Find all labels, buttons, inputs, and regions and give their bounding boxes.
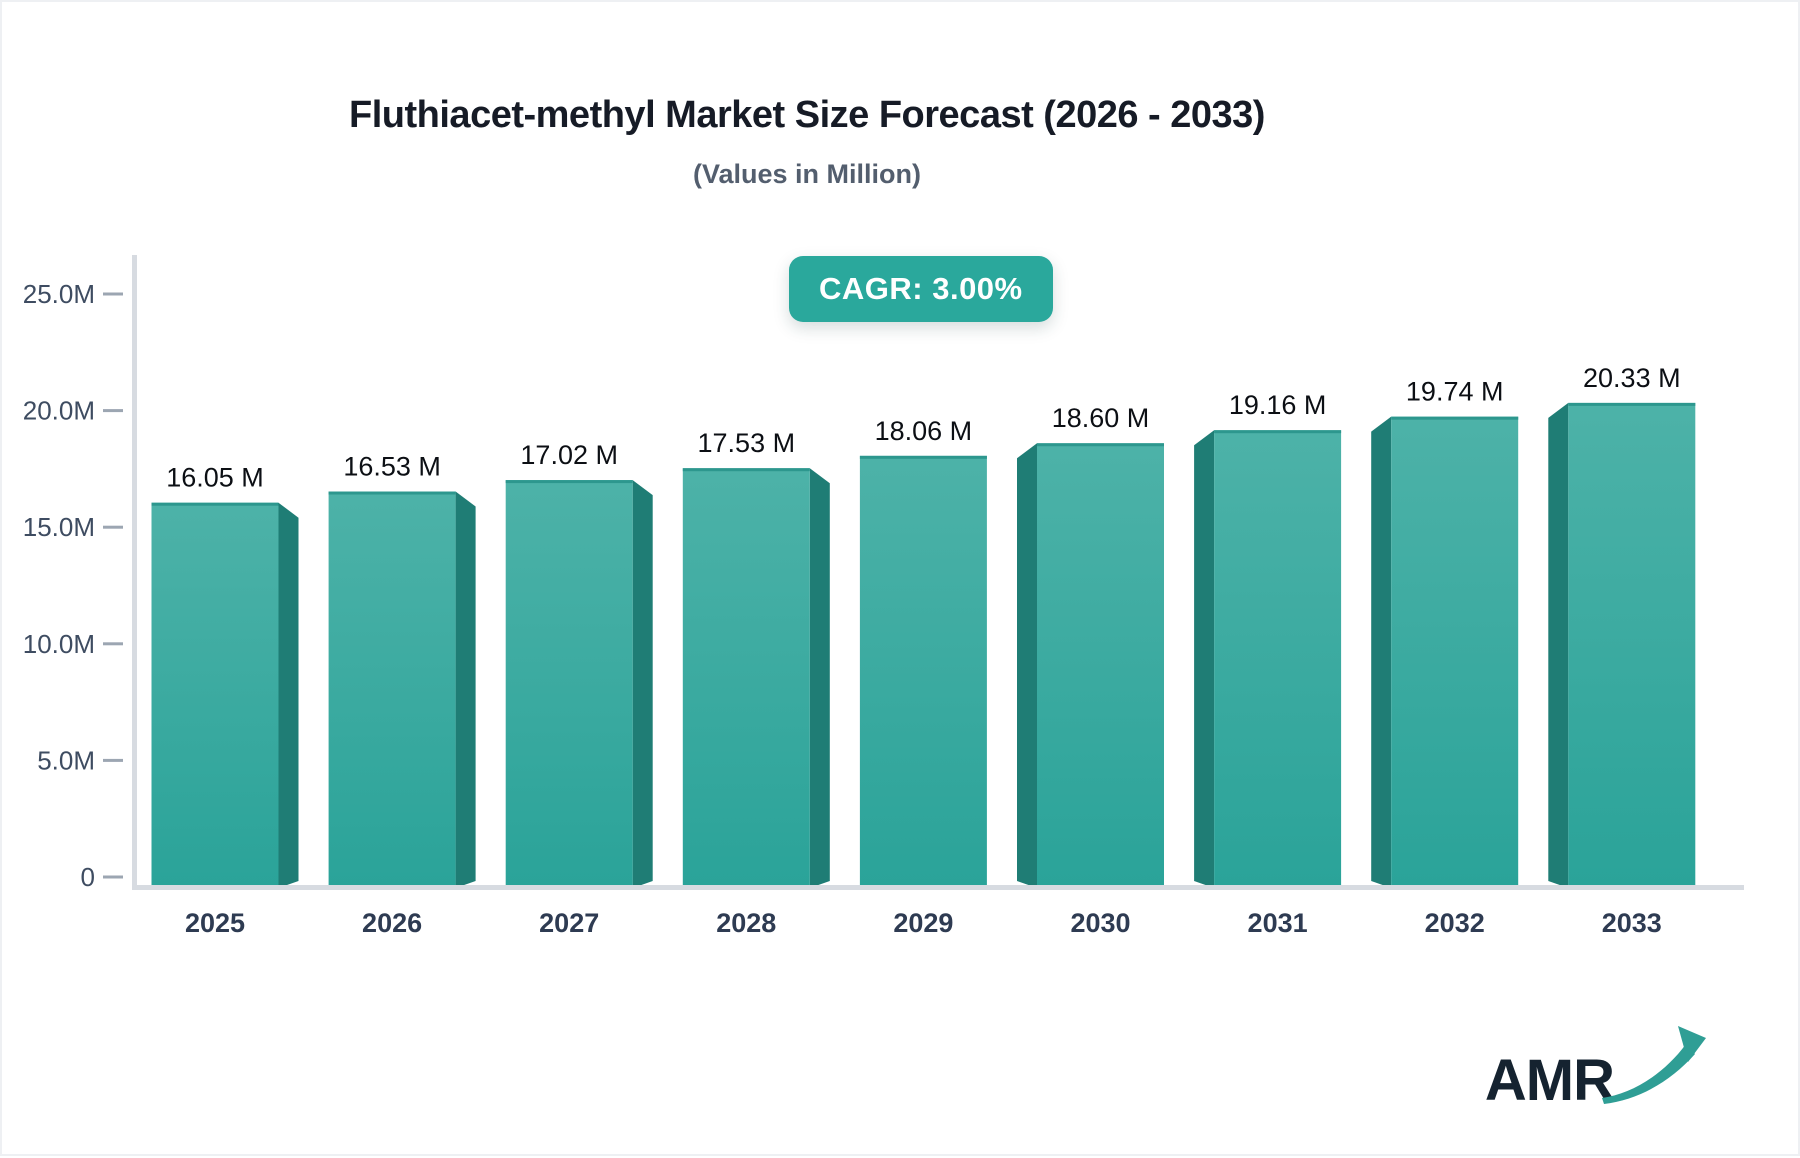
cagr-badge-label: CAGR: 3.00% (819, 271, 1023, 306)
bar-top-edge-2027 (505, 480, 633, 484)
x-axis-line (132, 885, 1744, 890)
bar-2026 (328, 491, 456, 888)
bar-value-label-2033: 20.33 M (1583, 363, 1681, 393)
bar-side-face-2033 (1548, 402, 1569, 888)
y-tick-mark (103, 758, 123, 762)
bar-value-label-2029: 18.06 M (875, 416, 973, 446)
y-tick-mark (103, 292, 123, 296)
bar-2031 (1214, 430, 1342, 888)
x-tick-label-2030: 2030 (1070, 908, 1130, 938)
chart-title: Fluthiacet-methyl Market Size Forecast (… (349, 94, 1265, 136)
bar-side-face-2026 (455, 491, 476, 888)
x-tick-label-2027: 2027 (539, 908, 599, 938)
y-tick-mark (103, 642, 123, 646)
bar-value-label-2026: 16.53 M (343, 452, 441, 482)
y-tick-label: 15.0M (23, 512, 95, 542)
amr-logo: AMR (1485, 1022, 1710, 1110)
bar-side-face-2031 (1194, 430, 1215, 888)
bar-top-edge-2026 (328, 491, 456, 495)
bar-side-face-2027 (632, 480, 653, 888)
x-tick-label-2026: 2026 (362, 908, 422, 938)
bar-2032 (1391, 416, 1519, 888)
y-tick-mark (103, 875, 123, 879)
bar-value-label-2030: 18.60 M (1052, 403, 1150, 433)
bar-2025 (151, 502, 279, 888)
y-tick-label: 20.0M (23, 396, 95, 426)
x-tick-label-2031: 2031 (1248, 908, 1308, 938)
x-tick-label-2033: 2033 (1602, 908, 1662, 938)
cagr-badge: CAGR: 3.00% (789, 256, 1053, 322)
bar-top-edge-2030 (1037, 443, 1164, 447)
y-tick-label: 5.0M (37, 745, 95, 775)
bar-top-edge-2025 (151, 502, 279, 506)
x-tick-label-2028: 2028 (716, 908, 776, 938)
bar-value-label-2027: 17.02 M (520, 440, 618, 470)
bar-side-face-2025 (278, 502, 299, 888)
bar-value-label-2025: 16.05 M (166, 463, 264, 493)
amr-logo-text: AMR (1484, 1048, 1615, 1113)
bar-2027 (505, 480, 633, 888)
bar-top-edge-2031 (1214, 430, 1342, 434)
x-tick-label-2029: 2029 (893, 908, 953, 938)
chart-header: Fluthiacet-methyl Market Size Forecast (… (2, 94, 1612, 190)
logo-arrow-icon (1602, 1026, 1706, 1104)
y-tick-label: 10.0M (23, 629, 95, 659)
bar-top-edge-2029 (859, 455, 987, 459)
y-tick-mark (103, 525, 123, 529)
chart-subtitle: (Values in Million) (692, 159, 922, 189)
bar-value-label-2028: 17.53 M (698, 428, 796, 458)
bar-side-face-2032 (1371, 416, 1392, 888)
bar-2028 (682, 468, 810, 888)
bar-value-label-2032: 19.74 M (1406, 377, 1504, 407)
bar-side-face-2030 (1017, 443, 1037, 888)
x-tick-label-2032: 2032 (1425, 908, 1485, 938)
y-axis-line (132, 255, 137, 888)
y-tick-label: 25.0M (23, 279, 95, 309)
x-tick-label-2025: 2025 (185, 908, 245, 938)
bar-side-face-2028 (809, 468, 830, 888)
bar-top-edge-2032 (1391, 416, 1519, 420)
bar-top-edge-2033 (1568, 402, 1696, 406)
bar-2033 (1568, 402, 1696, 888)
bar-value-label-2031: 19.16 M (1229, 390, 1327, 420)
bar-top-edge-2028 (682, 468, 810, 472)
y-tick-mark (103, 409, 123, 413)
bar-2030 (1037, 443, 1164, 888)
bar-2029 (859, 455, 987, 888)
y-tick-label: 0 (81, 862, 95, 892)
